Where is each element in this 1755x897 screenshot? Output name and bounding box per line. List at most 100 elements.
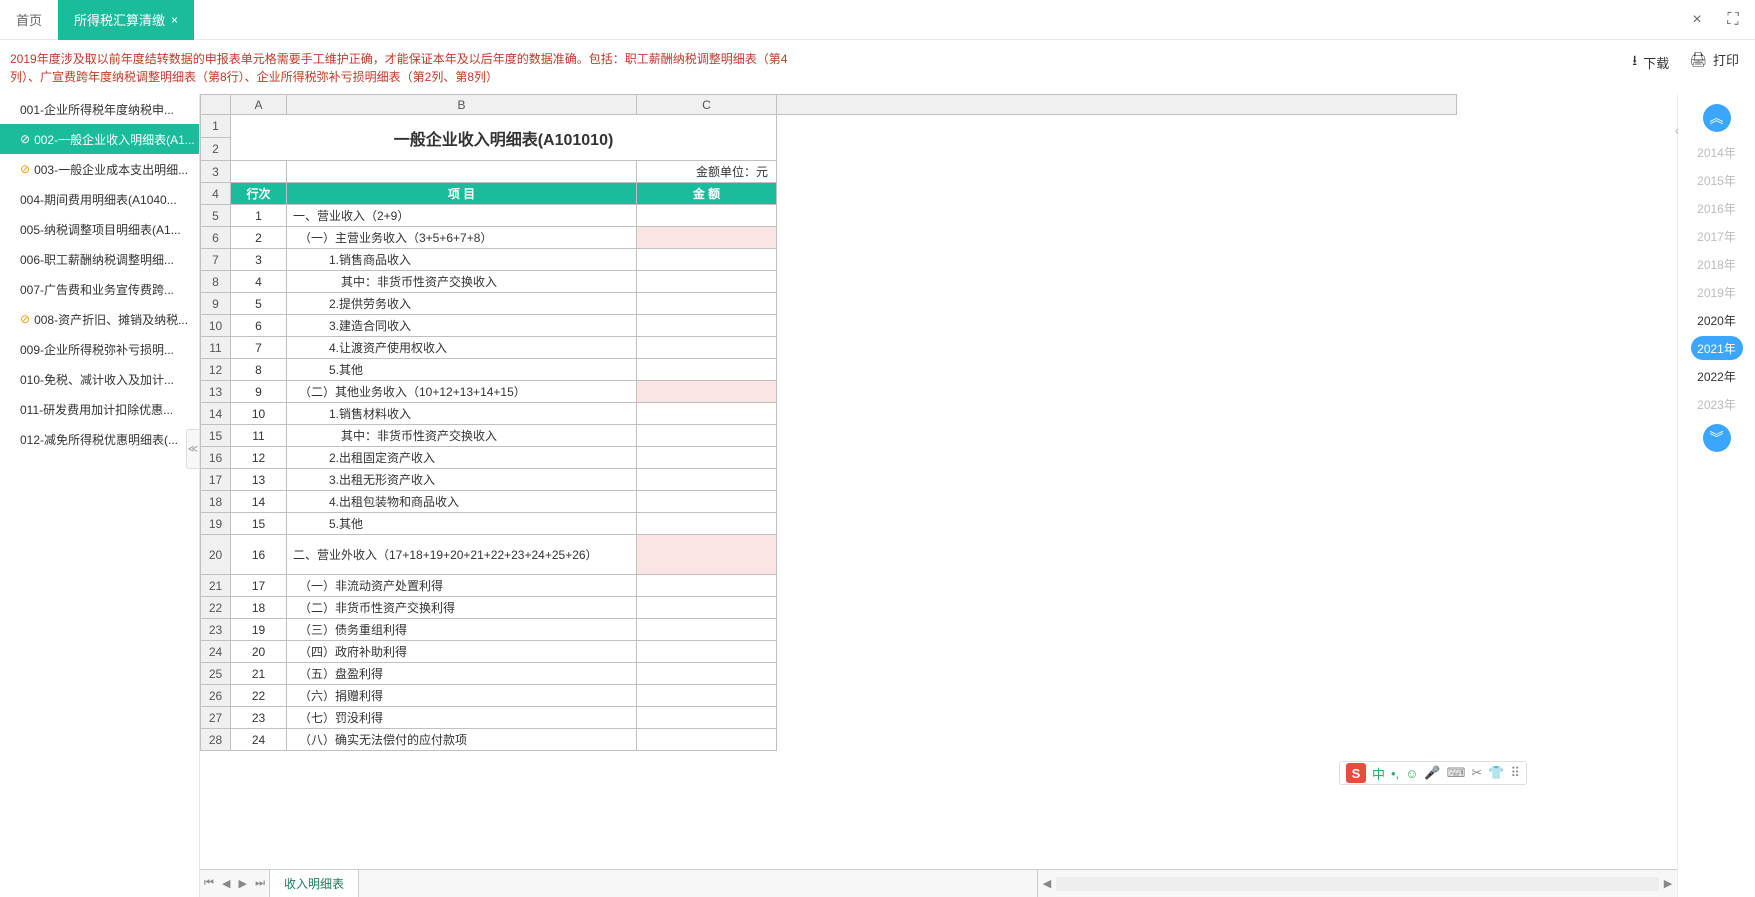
sidebar-item-3[interactable]: ⊘003-一般企业成本支出明细...	[0, 154, 199, 184]
sidebar-item-6[interactable]: 006-职工薪酬纳税调整明细...	[0, 244, 199, 274]
cell-item[interactable]: 一、营业收入（2+9）	[287, 205, 637, 227]
row-header[interactable]: 9	[201, 293, 231, 315]
cell-rn[interactable]: 9	[231, 381, 287, 403]
cell-amount[interactable]	[637, 641, 777, 663]
cell-amount[interactable]	[637, 491, 777, 513]
year-option-2018年[interactable]: 2018年	[1691, 252, 1743, 276]
cell-amount[interactable]	[637, 315, 777, 337]
ime-logo-icon[interactable]: S	[1346, 763, 1366, 783]
row-header[interactable]: 11	[201, 337, 231, 359]
cell-rn[interactable]: 18	[231, 597, 287, 619]
sidebar-item-2[interactable]: ⊘002-一般企业收入明细表(A1...	[0, 124, 199, 154]
cell-amount[interactable]	[637, 293, 777, 315]
cell-item[interactable]: （二）非货币性资产交换利得	[287, 597, 637, 619]
row-header[interactable]: 3	[201, 161, 231, 183]
cell-amount[interactable]	[637, 619, 777, 641]
cell-item[interactable]: （三）债务重组利得	[287, 619, 637, 641]
sidebar-item-10[interactable]: 010-免税、减计收入及加计...	[0, 364, 199, 394]
row-header[interactable]: 18	[201, 491, 231, 513]
sidebar-item-1[interactable]: 001-企业所得税年度纳税申...	[0, 94, 199, 124]
year-option-2017年[interactable]: 2017年	[1691, 224, 1743, 248]
row-header[interactable]: 12	[201, 359, 231, 381]
cell-rn[interactable]: 3	[231, 249, 287, 271]
row-header[interactable]: 10	[201, 315, 231, 337]
row-header[interactable]: 20	[201, 535, 231, 575]
row-header[interactable]: 7	[201, 249, 231, 271]
cell-rn[interactable]: 21	[231, 663, 287, 685]
cell-rn[interactable]: 5	[231, 293, 287, 315]
row-header[interactable]: 17	[201, 469, 231, 491]
ime-toolbar[interactable]: S 中•,☺🎤⌨✂👕⠿	[1339, 761, 1527, 785]
cell-amount[interactable]	[637, 425, 777, 447]
ime-item-icon[interactable]: 中	[1372, 764, 1385, 783]
row-header[interactable]: 6	[201, 227, 231, 249]
row-header[interactable]: 27	[201, 707, 231, 729]
cell-amount[interactable]	[637, 271, 777, 293]
cell-item[interactable]: （四）政府补助利得	[287, 641, 637, 663]
tab-active[interactable]: 所得税汇算清缴 ×	[58, 0, 194, 40]
cell-item[interactable]: 5.其他	[287, 513, 637, 535]
cell-item[interactable]: 其中：非货币性资产交换收入	[287, 425, 637, 447]
cell-item[interactable]: 1.销售材料收入	[287, 403, 637, 425]
cell-item[interactable]: （一）主营业务收入（3+5+6+7+8）	[287, 227, 637, 249]
cell-amount[interactable]	[637, 381, 777, 403]
row-header[interactable]: 5	[201, 205, 231, 227]
cell-amount[interactable]	[637, 575, 777, 597]
sidebar-item-12[interactable]: 012-减免所得税优惠明细表(...	[0, 424, 199, 454]
cell-rn[interactable]: 2	[231, 227, 287, 249]
ime-item-icon[interactable]: 👕	[1488, 765, 1504, 781]
cell-rn[interactable]: 17	[231, 575, 287, 597]
cell-item[interactable]: 2.提供劳务收入	[287, 293, 637, 315]
rail-down-button[interactable]: ︾	[1703, 424, 1731, 452]
ime-item-icon[interactable]: •,	[1391, 766, 1399, 781]
cell-amount[interactable]	[637, 685, 777, 707]
horizontal-scrollbar[interactable]: ◀ ▶	[1037, 870, 1677, 897]
row-header[interactable]: 14	[201, 403, 231, 425]
cell-rn[interactable]: 7	[231, 337, 287, 359]
sidebar-collapse-handle[interactable]: ≪	[186, 429, 200, 469]
row-header[interactable]: 19	[201, 513, 231, 535]
col-header-B[interactable]: B	[287, 95, 637, 115]
ime-item-icon[interactable]: ✂	[1471, 765, 1482, 781]
spreadsheet-grid[interactable]: ABC1一般企业收入明细表(A101010)23金额单位：元4行次项 目金 额5…	[200, 94, 1677, 869]
row-header[interactable]: 15	[201, 425, 231, 447]
fullscreen-button[interactable]: ⛶	[1719, 6, 1747, 34]
year-option-2016年[interactable]: 2016年	[1691, 196, 1743, 220]
cell-amount[interactable]	[637, 469, 777, 491]
cell-item[interactable]: 4.出租包装物和商品收入	[287, 491, 637, 513]
cell-amount[interactable]	[637, 729, 777, 751]
cell-item[interactable]: （一）非流动资产处置利得	[287, 575, 637, 597]
cell[interactable]	[231, 161, 287, 183]
sheet-nav-prev-icon[interactable]: ◀	[222, 877, 230, 890]
cell-rn[interactable]: 23	[231, 707, 287, 729]
row-header[interactable]: 16	[201, 447, 231, 469]
cell-rn[interactable]: 11	[231, 425, 287, 447]
row-header[interactable]: 4	[201, 183, 231, 205]
cell-rn[interactable]: 16	[231, 535, 287, 575]
cell-rn[interactable]: 20	[231, 641, 287, 663]
row-header[interactable]: 13	[201, 381, 231, 403]
cell-item[interactable]: 1.销售商品收入	[287, 249, 637, 271]
sidebar-item-8[interactable]: ⊘008-资产折旧、摊销及纳税...	[0, 304, 199, 334]
scroll-left-icon[interactable]: ◀	[1038, 877, 1056, 890]
year-option-2015年[interactable]: 2015年	[1691, 168, 1743, 192]
cell-rn[interactable]: 1	[231, 205, 287, 227]
cell-rn[interactable]: 13	[231, 469, 287, 491]
year-option-2023年[interactable]: 2023年	[1691, 392, 1743, 416]
cell-item[interactable]: 5.其他	[287, 359, 637, 381]
rail-expand-icon[interactable]: ‹	[1670, 100, 1684, 160]
row-header[interactable]: 25	[201, 663, 231, 685]
sheet-nav-last-icon[interactable]: ⏭	[255, 877, 265, 890]
ime-item-icon[interactable]: ⌨	[1447, 765, 1466, 781]
cell-item[interactable]: 4.让渡资产使用权收入	[287, 337, 637, 359]
year-option-2020年[interactable]: 2020年	[1691, 308, 1743, 332]
cell-amount[interactable]	[637, 663, 777, 685]
row-header[interactable]: 1	[201, 115, 231, 138]
cell-amount[interactable]	[637, 535, 777, 575]
year-option-2014年[interactable]: 2014年	[1691, 140, 1743, 164]
cell-rn[interactable]: 4	[231, 271, 287, 293]
cell-item[interactable]: 3.出租无形资产收入	[287, 469, 637, 491]
cell-item[interactable]: 2.出租固定资产收入	[287, 447, 637, 469]
row-header[interactable]: 2	[201, 138, 231, 161]
cell-amount[interactable]	[637, 513, 777, 535]
